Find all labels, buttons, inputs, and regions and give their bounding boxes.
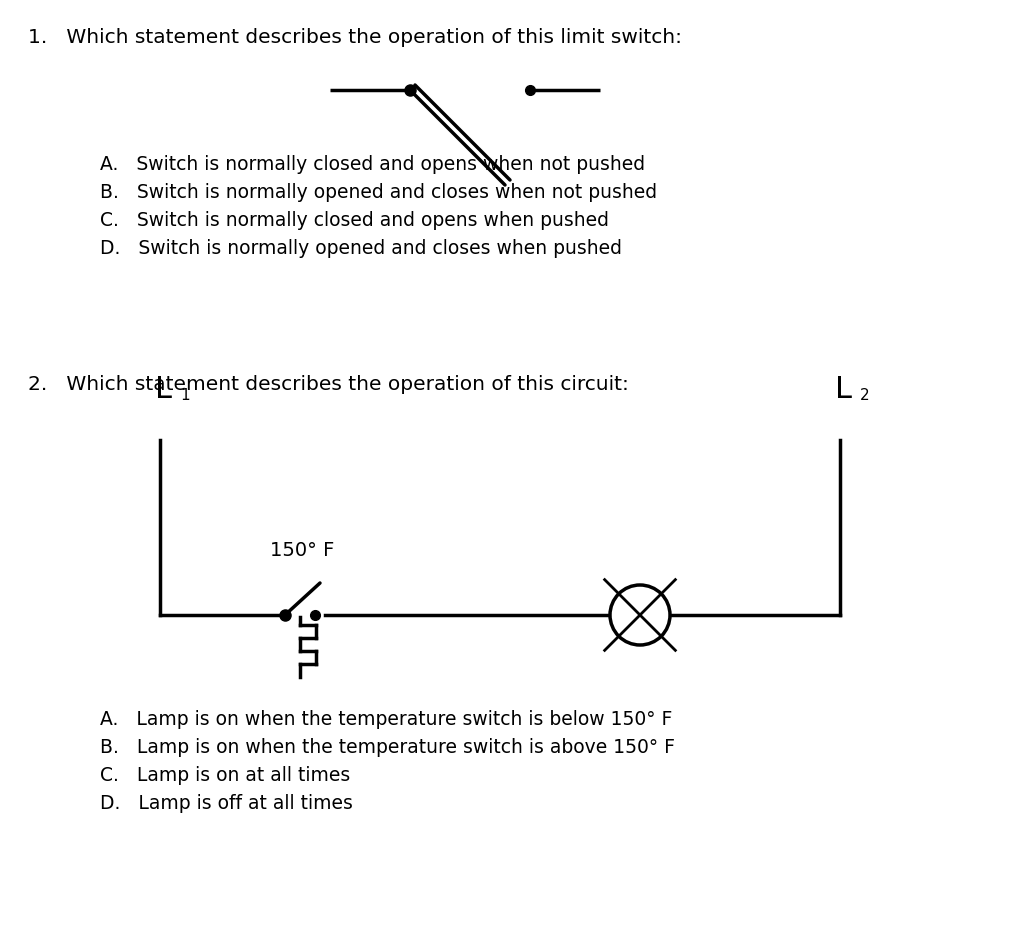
Text: D.   Switch is normally opened and closes when pushed: D. Switch is normally opened and closes … bbox=[100, 239, 622, 258]
Text: 150° F: 150° F bbox=[270, 540, 335, 559]
Text: L: L bbox=[155, 375, 172, 404]
Text: 2: 2 bbox=[860, 388, 869, 403]
Text: B.   Switch is normally opened and closes when not pushed: B. Switch is normally opened and closes … bbox=[100, 183, 657, 202]
Text: C.   Lamp is on at all times: C. Lamp is on at all times bbox=[100, 766, 350, 785]
Text: L: L bbox=[835, 375, 852, 404]
Text: C.   Switch is normally closed and opens when pushed: C. Switch is normally closed and opens w… bbox=[100, 211, 609, 230]
Text: 1.   Which statement describes the operation of this limit switch:: 1. Which statement describes the operati… bbox=[28, 28, 682, 47]
Text: D.   Lamp is off at all times: D. Lamp is off at all times bbox=[100, 794, 353, 813]
Text: 1: 1 bbox=[180, 388, 189, 403]
Text: A.   Switch is normally closed and opens when not pushed: A. Switch is normally closed and opens w… bbox=[100, 155, 645, 174]
Text: B.   Lamp is on when the temperature switch is above 150° F: B. Lamp is on when the temperature switc… bbox=[100, 738, 675, 757]
Text: A.   Lamp is on when the temperature switch is below 150° F: A. Lamp is on when the temperature switc… bbox=[100, 710, 673, 729]
Text: 2.   Which statement describes the operation of this circuit:: 2. Which statement describes the operati… bbox=[28, 375, 629, 394]
